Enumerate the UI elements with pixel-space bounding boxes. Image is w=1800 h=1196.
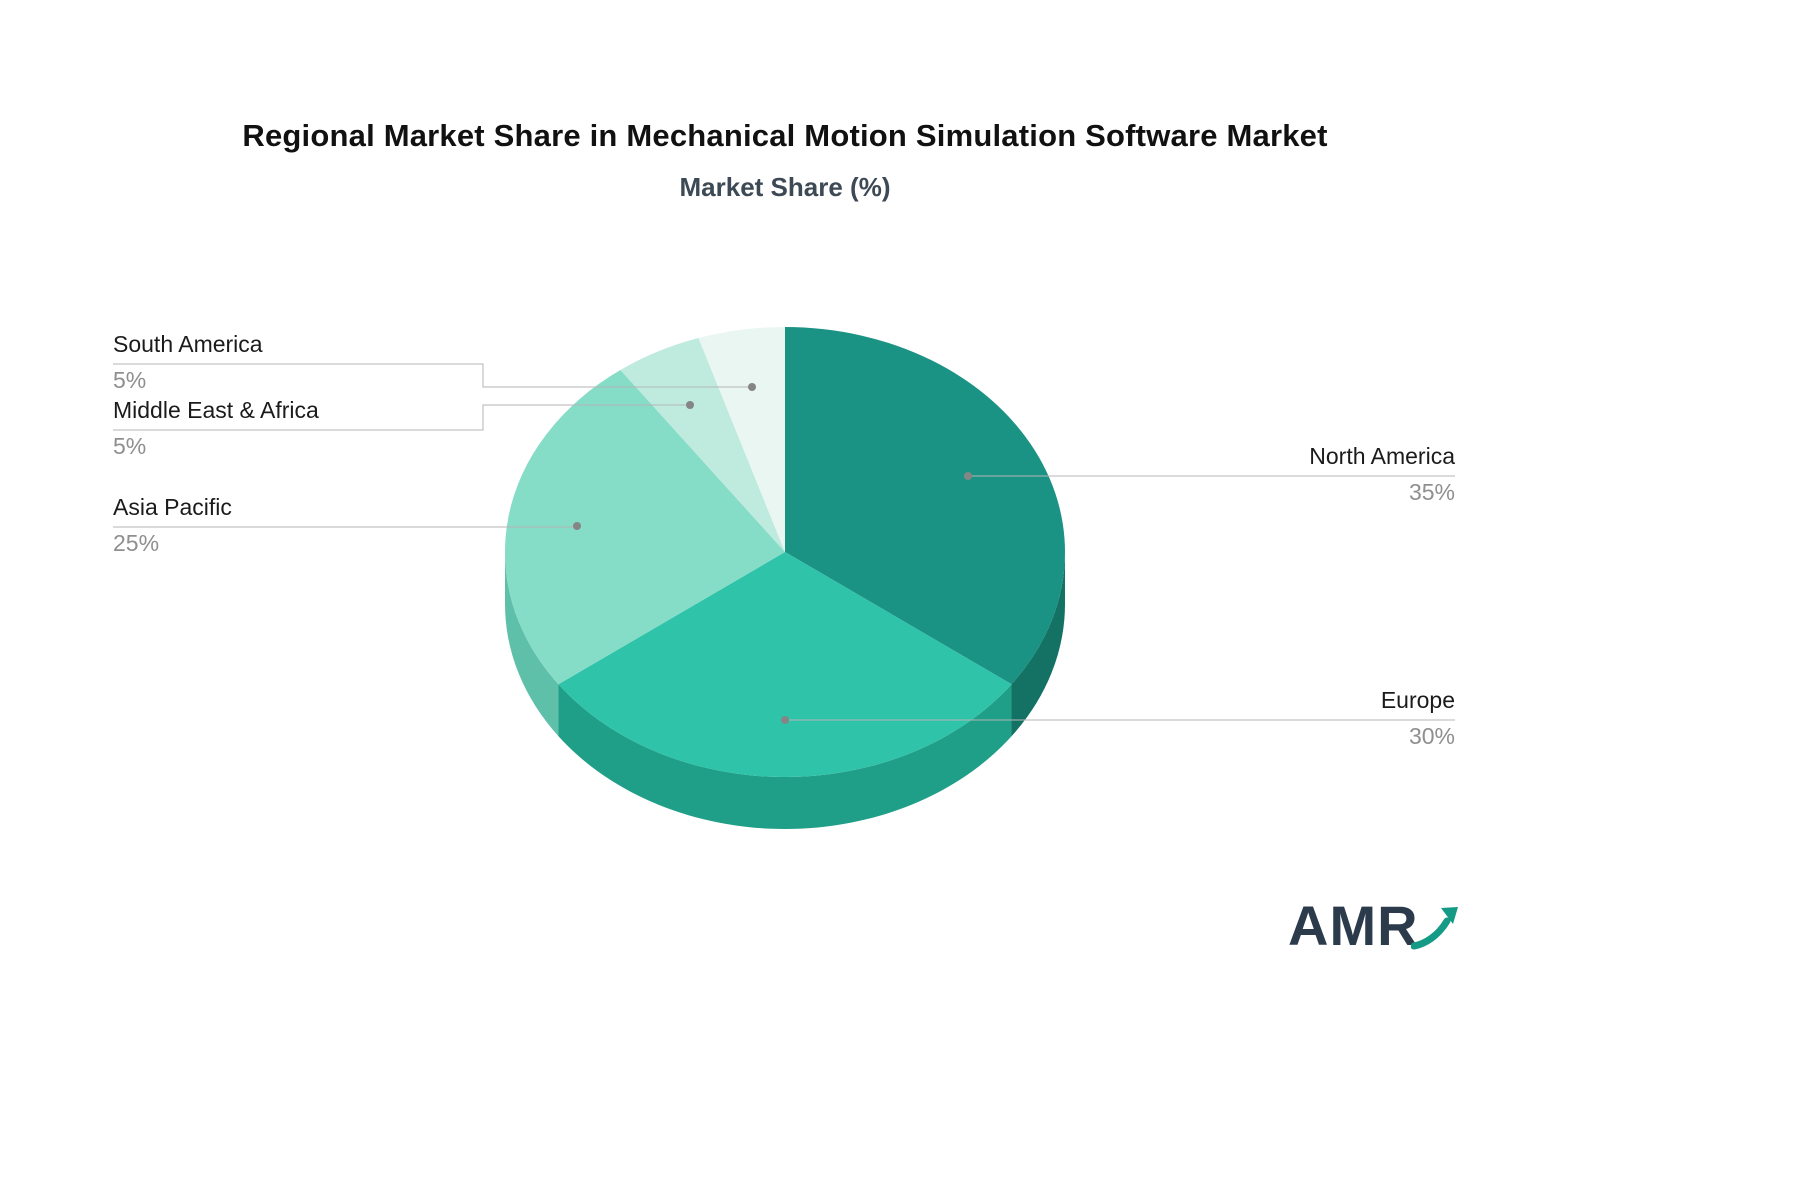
trend-up-arrow-icon: [1410, 906, 1459, 957]
callout-middle-east-africa: Middle East & Africa 5%: [113, 398, 533, 458]
pie-slice-north-america[interactable]: [785, 327, 1065, 685]
leader-line-middle-east-africa: [113, 404, 690, 431]
pie-slices: [504, 327, 1065, 830]
callout-north-america: North America 35%: [1035, 444, 1455, 504]
leader-dot-south-america: [748, 383, 756, 391]
slice-label-middle-east-africa: Middle East & Africa: [113, 397, 319, 423]
slice-value-middle-east-africa: 5%: [113, 433, 147, 459]
slice-value-asia-pacific: 25%: [113, 530, 160, 556]
pie-slice-middle-east-africa[interactable]: [620, 338, 785, 552]
slice-label-north-america: North America: [1309, 443, 1455, 469]
pie-slice-asia-pacific[interactable]: [504, 369, 785, 685]
callout-south-america: South America 5%: [113, 332, 533, 392]
callout-europe: Europe 30%: [1035, 688, 1455, 748]
slice-value-europe: 30%: [1408, 723, 1455, 749]
leader-lines: [113, 363, 1455, 721]
slice-value-south-america: 5%: [113, 367, 147, 393]
leader-line-south-america: [113, 363, 752, 388]
chart-subtitle: Market Share (%): [679, 172, 891, 202]
leader-dot-middle-east-africa: [686, 401, 694, 409]
pie-slice-side-asia-pacific: [505, 552, 559, 737]
callout-asia-pacific: Asia Pacific 25%: [113, 495, 533, 555]
pie-slice-south-america[interactable]: [698, 327, 785, 552]
slice-label-europe: Europe: [1380, 687, 1455, 713]
leader-dot-europe: [781, 716, 789, 724]
slice-label-south-america: South America: [113, 331, 263, 357]
chart-title: Regional Market Share in Mechanical Moti…: [242, 118, 1328, 153]
pie-slice-side-north-america: [1011, 552, 1065, 737]
amr-logo-text: AMR: [1288, 894, 1419, 957]
chart-header: Regional Market Share in Mechanical Moti…: [0, 118, 1570, 203]
slice-value-north-america: 35%: [1408, 479, 1455, 505]
slice-label-asia-pacific: Asia Pacific: [113, 494, 232, 520]
pie-slice-europe[interactable]: [558, 552, 1012, 778]
pie-slice-side-europe: [558, 684, 1012, 830]
leader-dot-north-america: [964, 472, 972, 480]
amr-logo: AMR: [1288, 898, 1459, 957]
leader-dot-asia-pacific: [573, 522, 581, 530]
